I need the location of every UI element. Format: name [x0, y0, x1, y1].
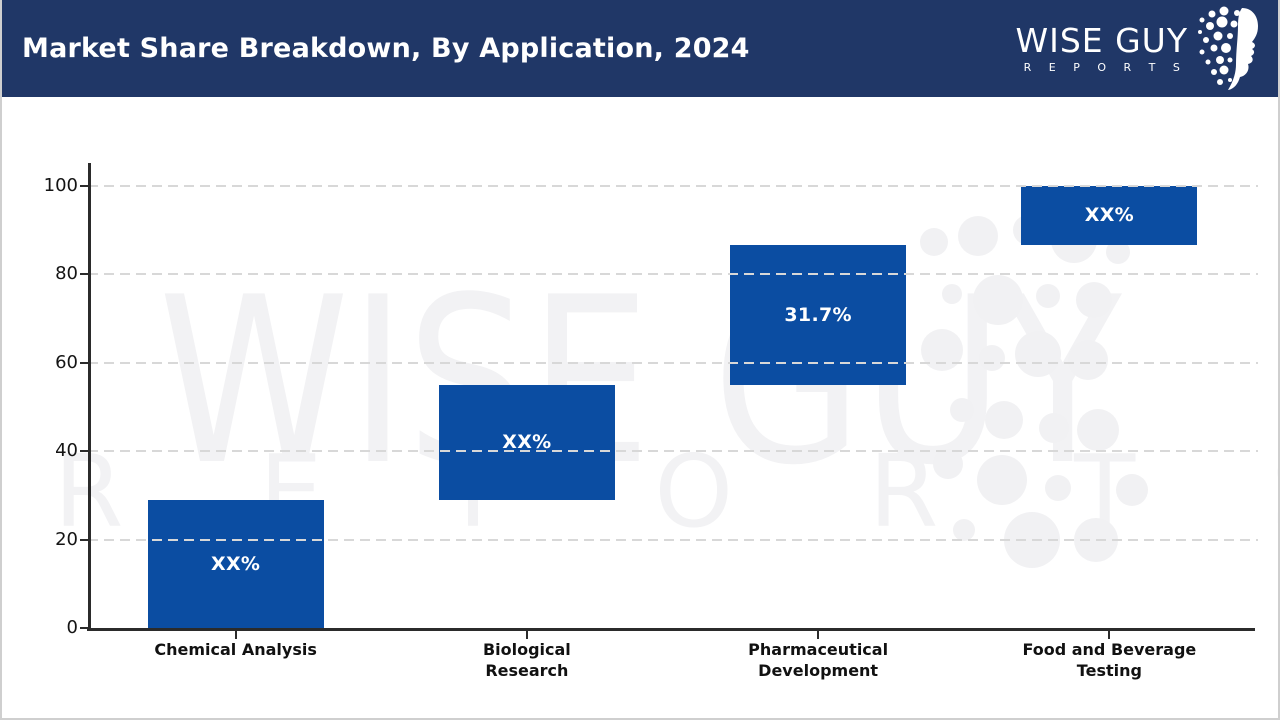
header-bar: Market Share Breakdown, By Application, …	[2, 0, 1278, 97]
y-tick-0	[80, 627, 88, 629]
bar-value-label: 31.7%	[784, 303, 852, 326]
brand-name: WISE GUY	[1015, 20, 1188, 60]
x-category-label: Chemical Analysis	[154, 640, 317, 659]
y-tick-label: 60	[55, 351, 78, 373]
x-category-label: Food and Beverage Testing	[1022, 640, 1197, 680]
gridline-20	[88, 538, 1258, 541]
bar-value-label: XX%	[502, 431, 552, 454]
gridline-80	[88, 273, 1258, 276]
y-tick-60	[80, 361, 88, 364]
gridline-100	[88, 185, 1258, 187]
bar-1: XX%	[438, 384, 615, 500]
x-category-label: Pharmaceutical Development	[748, 640, 889, 680]
y-axis-line	[88, 163, 91, 631]
y-tick-40	[80, 450, 88, 453]
brand-logo-text: WISE GUY R E P O R T S	[1015, 24, 1188, 74]
x-category-label: Biological Research	[482, 640, 571, 680]
brand-logo: WISE GUY R E P O R T S	[1015, 6, 1260, 92]
bar-2: 31.7%	[730, 244, 907, 385]
bar-value-label: XX%	[1084, 204, 1134, 227]
y-tick-label: 100	[43, 175, 78, 196]
x-tick-1	[525, 631, 528, 639]
bar-value-label: XX%	[211, 552, 261, 575]
y-tick-100	[80, 185, 88, 187]
y-tick-20	[80, 538, 88, 541]
y-tick-label: 80	[55, 263, 78, 285]
bar-0: XX%	[147, 499, 324, 628]
x-tick-2	[817, 631, 820, 639]
gridline-40	[88, 450, 1258, 453]
chart-title: Market Share Breakdown, By Application, …	[22, 33, 750, 64]
dotted-face-icon	[1198, 6, 1258, 90]
x-tick-0	[234, 631, 237, 639]
bar-3: XX%	[1021, 186, 1198, 245]
gridline-60	[88, 361, 1258, 364]
brand-tagline: R E P O R T S	[1023, 60, 1187, 74]
y-tick-label: 20	[55, 528, 78, 550]
y-tick-label: 0	[66, 617, 78, 638]
y-tick-80	[80, 273, 88, 276]
y-tick-label: 40	[55, 440, 78, 462]
x-tick-3	[1108, 631, 1111, 639]
x-axis-line	[87, 628, 1255, 631]
